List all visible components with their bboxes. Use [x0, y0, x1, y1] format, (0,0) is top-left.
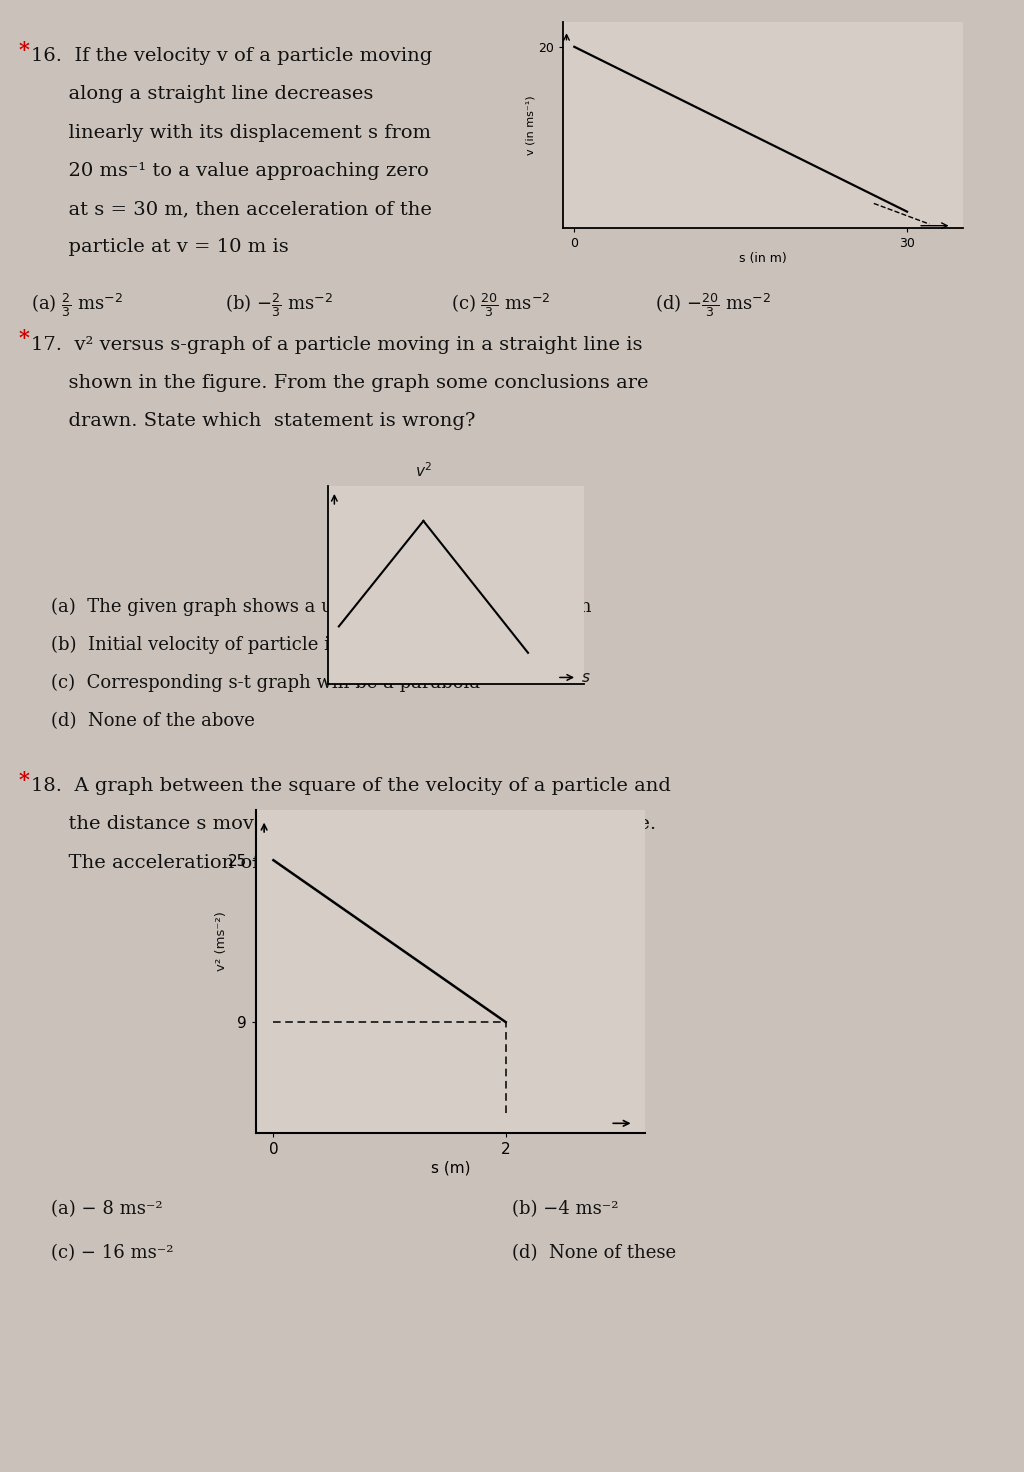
Text: v² (ms⁻²): v² (ms⁻²) [215, 911, 227, 972]
Text: s: s [582, 670, 590, 684]
Text: (c) $\frac{20}{3}$ ms$^{-2}$: (c) $\frac{20}{3}$ ms$^{-2}$ [451, 291, 550, 319]
Y-axis label: v (in ms⁻¹): v (in ms⁻¹) [525, 96, 536, 155]
Text: 18.  A graph between the square of the velocity of a particle and: 18. A graph between the square of the ve… [31, 777, 671, 795]
Text: (a)  The given graph shows a uniformly accelerated motion: (a) The given graph shows a uniformly ac… [51, 598, 592, 615]
Text: *: * [18, 328, 30, 349]
Text: (c) − 16 ms⁻²: (c) − 16 ms⁻² [51, 1244, 174, 1262]
X-axis label: s (in m): s (in m) [739, 252, 786, 265]
Text: the distance s moved by the particle is shown in the figure.: the distance s moved by the particle is … [31, 815, 655, 833]
Text: (d) $-\frac{20}{3}$ ms$^{-2}$: (d) $-\frac{20}{3}$ ms$^{-2}$ [655, 291, 771, 319]
Text: (b) −4 ms⁻²: (b) −4 ms⁻² [512, 1200, 618, 1217]
Text: linearly with its displacement s from: linearly with its displacement s from [31, 124, 431, 141]
Text: 17.  v² versus s-graph of a particle moving in a straight line is: 17. v² versus s-graph of a particle movi… [31, 336, 642, 353]
Text: (b) $-\frac{2}{3}$ ms$^{-2}$: (b) $-\frac{2}{3}$ ms$^{-2}$ [225, 291, 334, 319]
Text: along a straight line decreases: along a straight line decreases [31, 85, 373, 103]
Text: (a) $\frac{2}{3}$ ms$^{-2}$: (a) $\frac{2}{3}$ ms$^{-2}$ [31, 291, 123, 319]
Text: $v^2$: $v^2$ [415, 462, 432, 480]
Text: (a) − 8 ms⁻²: (a) − 8 ms⁻² [51, 1200, 163, 1217]
Text: *: * [18, 770, 30, 790]
Text: 20 ms⁻¹ to a value approaching zero: 20 ms⁻¹ to a value approaching zero [31, 162, 428, 180]
Text: 16.  If the velocity v of a particle moving: 16. If the velocity v of a particle movi… [31, 47, 432, 65]
Text: (d)  None of the above: (d) None of the above [51, 712, 255, 730]
Text: particle at v = 10 m is: particle at v = 10 m is [31, 238, 289, 256]
Text: at s = 30 m, then acceleration of the: at s = 30 m, then acceleration of the [31, 200, 431, 218]
Text: (c)  Corresponding s-t graph will be a parabola: (c) Corresponding s-t graph will be a pa… [51, 674, 480, 692]
Text: shown in the figure. From the graph some conclusions are: shown in the figure. From the graph some… [31, 374, 648, 392]
Text: (b)  Initial velocity of particle is zero: (b) Initial velocity of particle is zero [51, 636, 385, 654]
Text: The acceleration of the particle is: The acceleration of the particle is [31, 854, 402, 871]
Text: drawn. State which  statement is wrong?: drawn. State which statement is wrong? [31, 412, 475, 430]
X-axis label: s (m): s (m) [431, 1160, 470, 1175]
Text: *: * [18, 40, 30, 60]
Text: (d)  None of these: (d) None of these [512, 1244, 676, 1262]
